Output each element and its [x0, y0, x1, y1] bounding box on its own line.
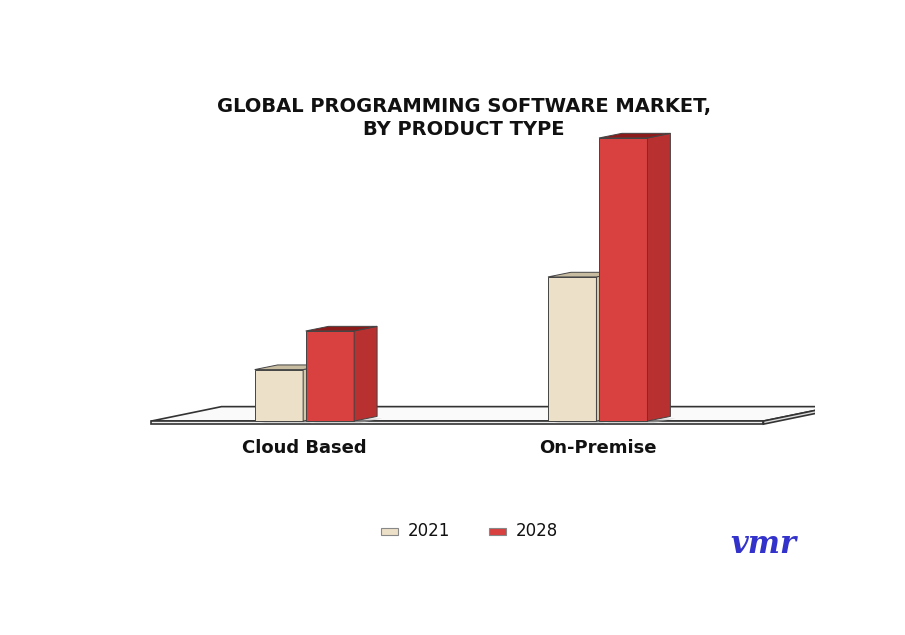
Polygon shape — [310, 418, 382, 423]
Polygon shape — [599, 138, 647, 421]
Polygon shape — [254, 370, 303, 421]
Polygon shape — [599, 133, 671, 138]
Polygon shape — [151, 421, 764, 424]
Polygon shape — [548, 272, 619, 277]
Polygon shape — [596, 272, 619, 421]
Text: vmr: vmr — [730, 529, 796, 560]
Text: On-Premise: On-Premise — [539, 439, 656, 457]
Polygon shape — [553, 418, 624, 423]
Polygon shape — [306, 331, 354, 421]
Text: GLOBAL PROGRAMMING SOFTWARE MARKET,: GLOBAL PROGRAMMING SOFTWARE MARKET, — [217, 97, 710, 116]
Bar — [490, 528, 506, 535]
Polygon shape — [548, 277, 596, 421]
Polygon shape — [605, 418, 675, 423]
Polygon shape — [254, 365, 326, 370]
Text: Cloud Based: Cloud Based — [243, 439, 367, 457]
Text: 2028: 2028 — [516, 522, 558, 540]
Polygon shape — [647, 133, 671, 421]
Polygon shape — [303, 365, 326, 421]
Bar — [381, 528, 397, 535]
Polygon shape — [151, 406, 834, 421]
Polygon shape — [354, 326, 377, 421]
Polygon shape — [260, 418, 331, 423]
Polygon shape — [764, 406, 834, 424]
Text: BY PRODUCT TYPE: BY PRODUCT TYPE — [363, 120, 565, 139]
Text: 2021: 2021 — [407, 522, 450, 540]
Polygon shape — [306, 326, 377, 331]
